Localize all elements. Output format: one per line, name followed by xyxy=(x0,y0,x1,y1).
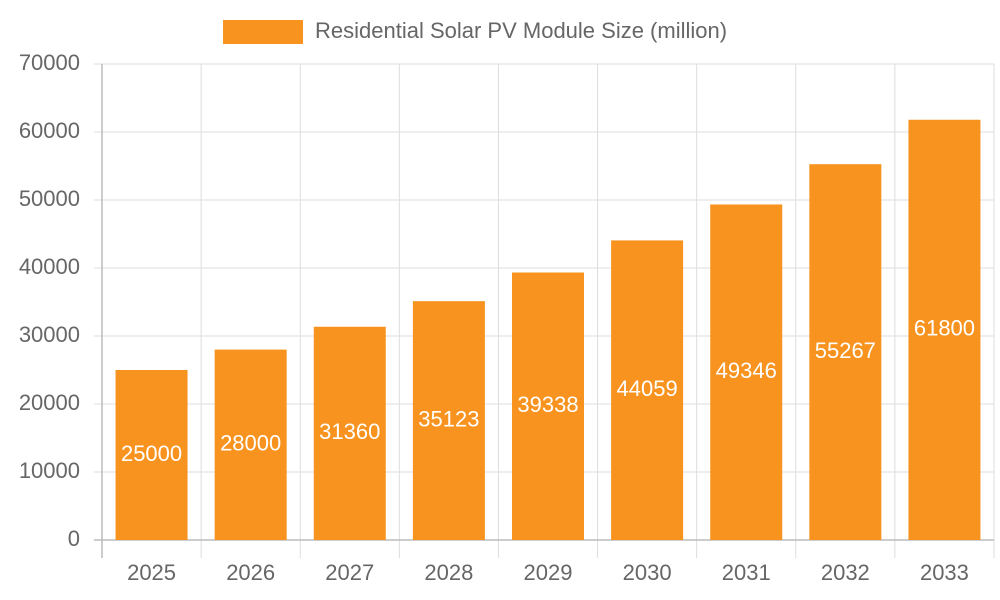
x-tick-label: 2026 xyxy=(226,560,275,585)
y-tick-label: 70000 xyxy=(19,50,80,75)
x-tick-label: 2030 xyxy=(623,560,672,585)
value-label: 49346 xyxy=(716,358,777,383)
y-tick-label: 30000 xyxy=(19,322,80,347)
value-label: 35123 xyxy=(418,406,479,431)
bar xyxy=(412,301,485,540)
bar xyxy=(710,204,783,540)
x-tick-label: 2027 xyxy=(325,560,374,585)
y-tick-label: 0 xyxy=(68,526,80,551)
value-label: 39338 xyxy=(517,392,578,417)
bar xyxy=(809,164,882,541)
value-label: 28000 xyxy=(220,431,281,456)
y-tick-label: 50000 xyxy=(19,186,80,211)
bar xyxy=(512,272,584,540)
value-label: 61800 xyxy=(914,316,975,341)
x-tick-label: 2025 xyxy=(127,560,176,585)
y-tick-label: 10000 xyxy=(19,458,80,483)
bar xyxy=(611,240,684,540)
y-tick-label: 20000 xyxy=(19,390,80,415)
x-tick-label: 2031 xyxy=(722,560,771,585)
value-label: 31360 xyxy=(319,419,380,444)
bar xyxy=(214,349,287,540)
x-tick-label: 2028 xyxy=(424,560,473,585)
value-label: 44059 xyxy=(617,376,678,401)
value-label: 55267 xyxy=(815,338,876,363)
x-tick-label: 2032 xyxy=(821,560,870,585)
x-tick-label: 2029 xyxy=(524,560,573,585)
x-tick-label: 2033 xyxy=(920,560,969,585)
y-tick-label: 60000 xyxy=(19,118,80,143)
legend-label: Residential Solar PV Module Size (millio… xyxy=(315,18,727,43)
value-label: 25000 xyxy=(121,441,182,466)
bar xyxy=(313,326,386,540)
y-tick-label: 40000 xyxy=(19,254,80,279)
legend-swatch xyxy=(223,20,303,44)
bar xyxy=(115,370,188,540)
bar xyxy=(908,119,981,540)
